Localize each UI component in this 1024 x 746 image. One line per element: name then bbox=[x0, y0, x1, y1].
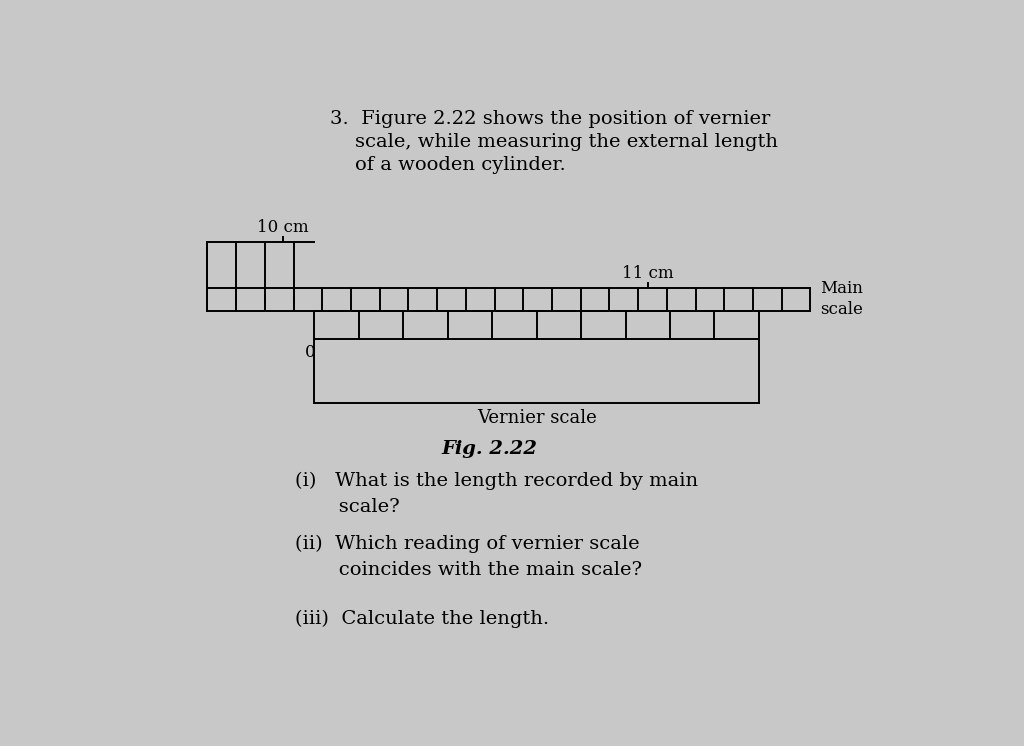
Text: 11 cm: 11 cm bbox=[622, 265, 674, 282]
Text: 3.  Figure 2.22 shows the position of vernier: 3. Figure 2.22 shows the position of ver… bbox=[331, 110, 771, 128]
Text: 10 cm: 10 cm bbox=[257, 219, 308, 236]
Text: (ii)  Which reading of vernier scale
       coincides with the main scale?: (ii) Which reading of vernier scale coin… bbox=[295, 535, 642, 580]
Text: Vernier scale: Vernier scale bbox=[477, 410, 597, 427]
Text: Fig. 2.22: Fig. 2.22 bbox=[441, 440, 537, 458]
Text: of a wooden cylinder.: of a wooden cylinder. bbox=[331, 156, 566, 174]
Text: 0: 0 bbox=[305, 344, 315, 361]
Text: Main
scale: Main scale bbox=[820, 280, 863, 318]
Text: scale, while measuring the external length: scale, while measuring the external leng… bbox=[331, 133, 778, 151]
Text: (iii)  Calculate the length.: (iii) Calculate the length. bbox=[295, 609, 549, 627]
Text: (i)   What is the length recorded by main
       scale?: (i) What is the length recorded by main … bbox=[295, 471, 697, 516]
